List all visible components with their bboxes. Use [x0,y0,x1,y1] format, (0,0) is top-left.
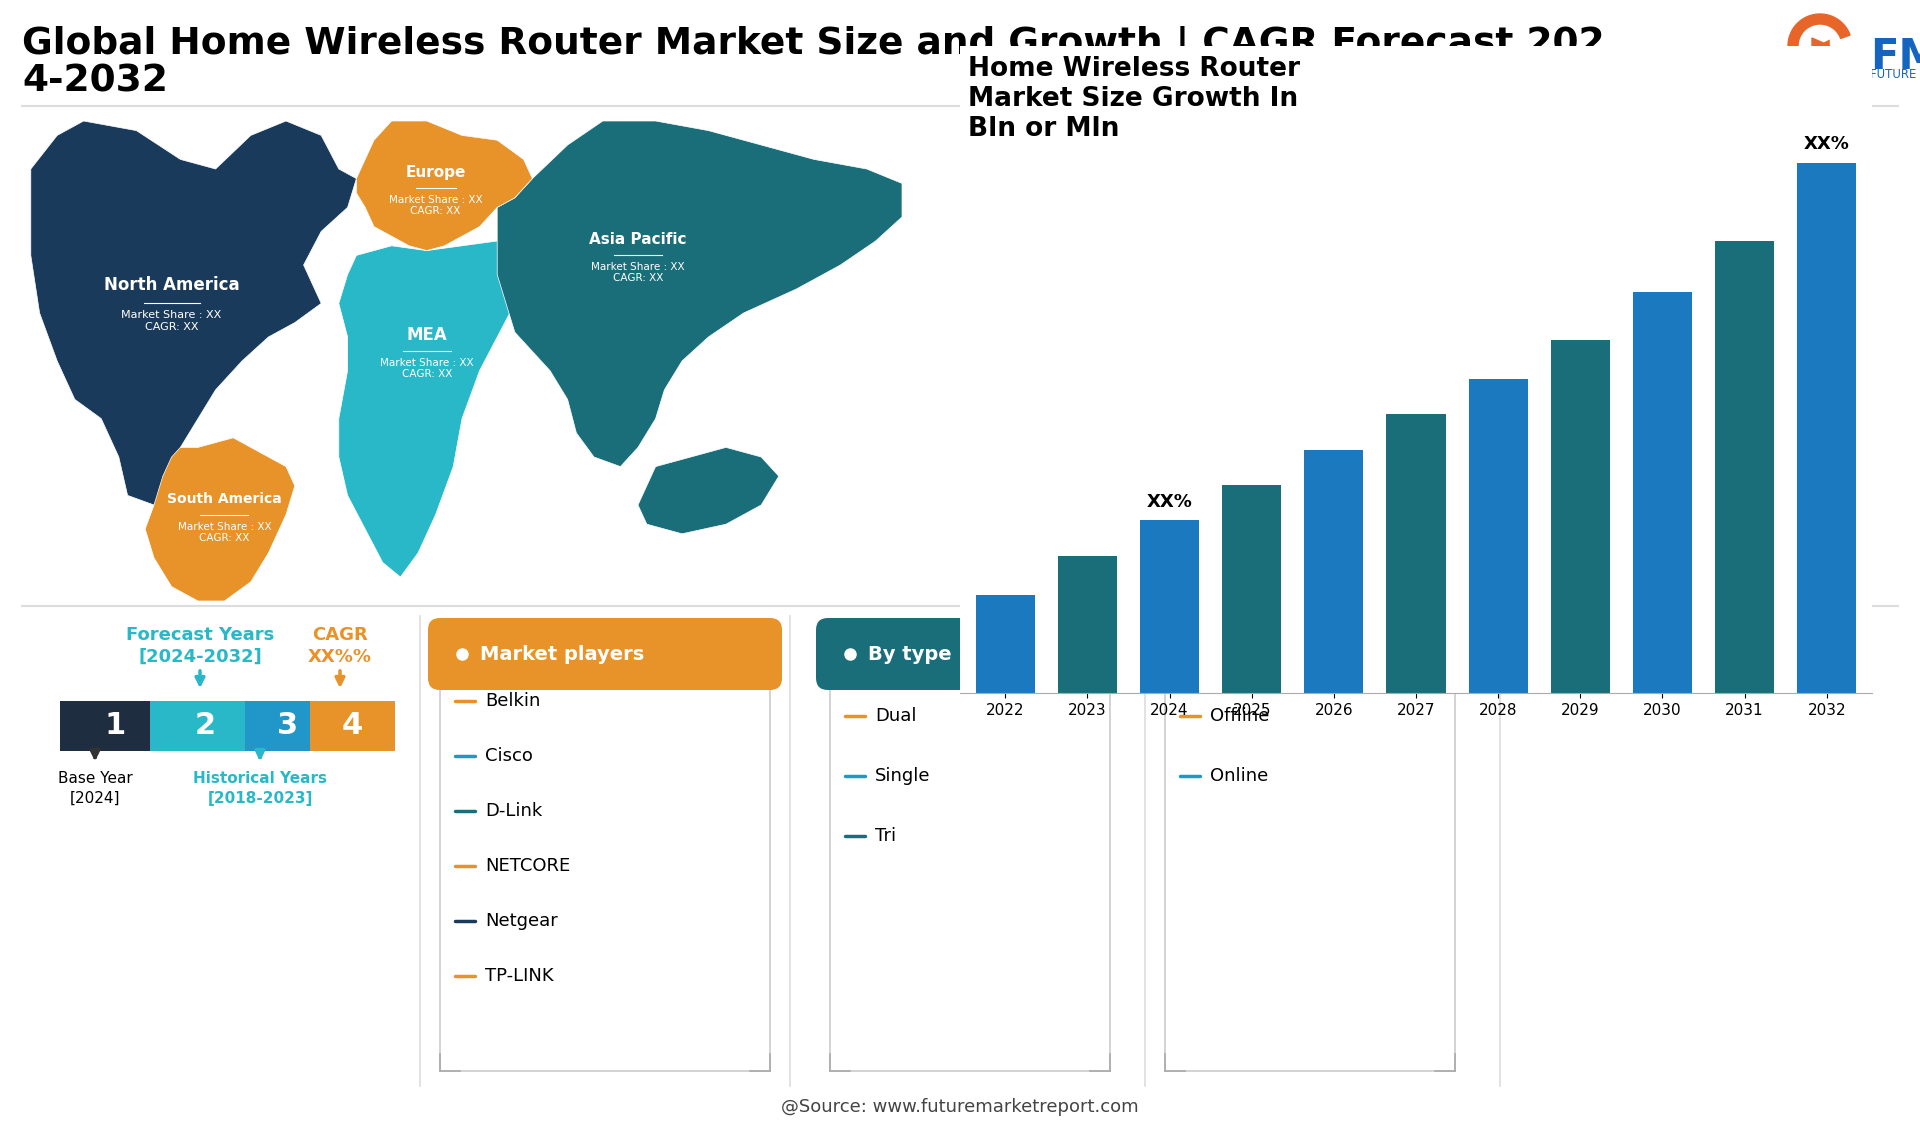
FancyBboxPatch shape [60,701,171,751]
Bar [1386,414,1446,693]
Text: XX%: XX% [1805,135,1849,152]
Text: [2024]: [2024] [69,791,121,806]
FancyBboxPatch shape [829,678,1110,1072]
Text: North America: North America [104,276,240,295]
Bar [1304,449,1363,693]
Text: 4-2032: 4-2032 [21,64,167,100]
Text: Cisco: Cisco [486,747,534,766]
Text: CAGR: XX: CAGR: XX [612,274,662,283]
Text: Home Wireless Router
Market Size Growth In
Bln or Mln: Home Wireless Router Market Size Growth … [968,56,1300,142]
Text: CAGR: XX: CAGR: XX [401,369,451,379]
Text: South America: South America [167,492,282,505]
Text: Market Share : XX: Market Share : XX [177,521,271,532]
Text: XX%%: XX%% [307,647,372,666]
FancyBboxPatch shape [1165,678,1455,1072]
Polygon shape [497,121,902,466]
Polygon shape [357,121,532,251]
Text: CAGR: XX: CAGR: XX [144,322,198,332]
Text: NETCORE: NETCORE [486,857,570,876]
Polygon shape [146,438,296,601]
Text: Market players: Market players [480,644,645,664]
Bar [975,595,1035,693]
FancyBboxPatch shape [1164,618,1476,690]
Text: Base Year: Base Year [58,771,132,786]
Text: 3: 3 [276,712,298,740]
Text: Market Share : XX: Market Share : XX [591,262,685,273]
Text: Belkin: Belkin [486,692,540,711]
FancyBboxPatch shape [150,701,259,751]
Text: Global Home Wireless Router Market Size and Growth | CAGR Forecast 202: Global Home Wireless Router Market Size … [21,26,1605,64]
Polygon shape [338,241,532,576]
Text: FUTURE MARKET REPORT: FUTURE MARKET REPORT [1870,68,1920,81]
Text: Asia Pacific: Asia Pacific [589,231,687,246]
FancyBboxPatch shape [309,701,396,751]
Text: FMR: FMR [1870,36,1920,78]
Text: [2018-2023]: [2018-2023] [207,791,313,806]
Text: Market Share : XX: Market Share : XX [121,311,221,321]
Text: Dual: Dual [876,707,916,725]
Text: Online: Online [1210,767,1269,785]
Text: MEA: MEA [407,327,447,345]
Text: CAGR: XX: CAGR: XX [200,533,250,542]
Bar [1632,292,1692,693]
Polygon shape [31,121,357,505]
Text: [2024-2032]: [2024-2032] [138,647,261,666]
Text: Single: Single [876,767,931,785]
Text: Historical Years: Historical Years [194,771,326,786]
Text: D-Link: D-Link [486,802,541,821]
Text: Tri: Tri [876,827,897,845]
FancyBboxPatch shape [816,618,1119,690]
Polygon shape [637,447,780,534]
Bar [1551,339,1609,693]
Text: @Source: www.futuremarketreport.com: @Source: www.futuremarketreport.com [781,1098,1139,1116]
Polygon shape [1812,38,1830,54]
Bar [1797,163,1857,693]
Text: Market Share : XX: Market Share : XX [388,195,482,205]
Text: Market Share : XX: Market Share : XX [380,359,474,368]
Text: CAGR: XX: CAGR: XX [411,206,461,217]
Text: ◀: ◀ [1816,37,1830,55]
Text: 4: 4 [342,712,363,740]
Text: TP-LINK: TP-LINK [486,967,553,986]
Text: CAGR: CAGR [313,626,369,644]
Text: Netgear: Netgear [486,912,557,931]
FancyBboxPatch shape [428,618,781,690]
Polygon shape [1788,14,1851,78]
Bar [1469,379,1528,693]
Text: XX%: XX% [1146,493,1192,510]
Text: By application: By application [1215,644,1371,664]
Bar [1058,556,1117,693]
Text: By type: By type [868,644,952,664]
Text: Europe: Europe [405,165,467,180]
Bar [1223,485,1281,693]
Text: Offline: Offline [1210,707,1269,725]
Bar [1715,241,1774,693]
Text: 2: 2 [194,712,215,740]
Text: 1: 1 [104,712,125,740]
FancyBboxPatch shape [440,678,770,1072]
FancyBboxPatch shape [246,701,330,751]
Text: Forecast Years: Forecast Years [127,626,275,644]
Bar [1140,520,1200,693]
